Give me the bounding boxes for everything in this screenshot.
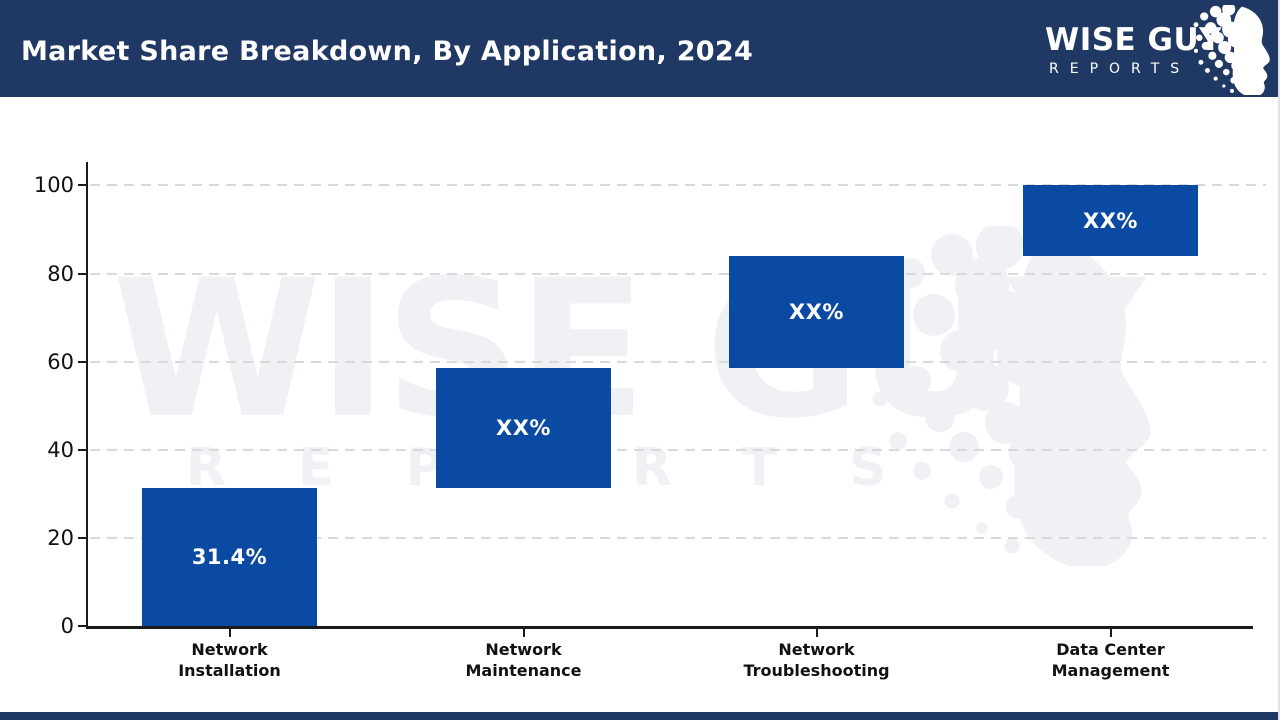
x-axis-category-label: Data Center Management bbox=[991, 639, 1231, 681]
category-label-line: Network bbox=[778, 640, 855, 659]
y-gridline bbox=[90, 360, 1266, 363]
category-label-line: Network bbox=[485, 640, 562, 659]
waterfall-bar-segment: XX% bbox=[729, 255, 904, 368]
x-axis-line bbox=[86, 626, 1253, 629]
y-gridline bbox=[90, 272, 1266, 275]
y-axis-tick-label: 80 bbox=[47, 261, 74, 286]
page-title: Market Share Breakdown, By Application, … bbox=[21, 36, 754, 67]
bar-value-label: 31.4% bbox=[191, 544, 268, 569]
y-axis-tick-label: 0 bbox=[60, 614, 74, 638]
footer-bar bbox=[0, 712, 1280, 720]
x-axis-category-label: Network Maintenance bbox=[404, 639, 644, 681]
header-banner: Market Share Breakdown, By Application, … bbox=[0, 0, 1280, 97]
y-axis-tick-label: 60 bbox=[47, 349, 74, 374]
y-axis-tick-label: 40 bbox=[47, 437, 74, 462]
waterfall-bar-segment: 31.4% bbox=[142, 487, 317, 626]
category-label-line: Network bbox=[191, 640, 268, 659]
waterfall-bar-segment: XX% bbox=[436, 367, 611, 488]
logo-head-icon bbox=[1193, 5, 1270, 95]
watermark-head-icon bbox=[871, 226, 1151, 566]
y-axis-tick bbox=[78, 184, 86, 187]
bar-value-label: XX% bbox=[1083, 208, 1138, 233]
category-label-line: Management bbox=[1051, 661, 1170, 680]
bar-value-label: XX% bbox=[789, 299, 844, 324]
category-label-line: Data Center bbox=[1056, 640, 1165, 659]
right-edge-line bbox=[1278, 0, 1280, 720]
y-axis-tick bbox=[78, 448, 86, 451]
x-axis-category-label: Network Troubleshooting bbox=[697, 639, 937, 681]
y-axis-tick-label: 20 bbox=[47, 525, 74, 550]
x-axis-tick bbox=[228, 629, 231, 637]
x-axis-tick bbox=[1109, 629, 1112, 637]
y-axis-tick bbox=[78, 272, 86, 275]
y-axis-line bbox=[86, 162, 88, 628]
y-axis-tick bbox=[78, 360, 86, 363]
category-label-line: Installation bbox=[178, 661, 281, 680]
bar-value-label: XX% bbox=[496, 415, 551, 440]
y-axis-tick-label: 100 bbox=[33, 173, 74, 198]
x-axis-category-label: Network Installation bbox=[110, 639, 350, 681]
y-gridline bbox=[90, 536, 1266, 539]
y-axis-tick bbox=[78, 625, 86, 627]
category-label-line: Maintenance bbox=[465, 661, 582, 680]
logo-sub-text: REPORTS bbox=[1049, 61, 1191, 77]
waterfall-bar-segment: XX% bbox=[1023, 185, 1198, 256]
logo-brand-text: WISE GUY bbox=[1045, 22, 1223, 58]
x-axis-tick bbox=[815, 629, 818, 637]
y-axis-tick bbox=[78, 536, 86, 539]
x-axis-tick bbox=[522, 629, 525, 637]
y-gridline bbox=[90, 184, 1266, 187]
y-gridline bbox=[90, 448, 1266, 451]
category-label-line: Troubleshooting bbox=[743, 661, 890, 680]
